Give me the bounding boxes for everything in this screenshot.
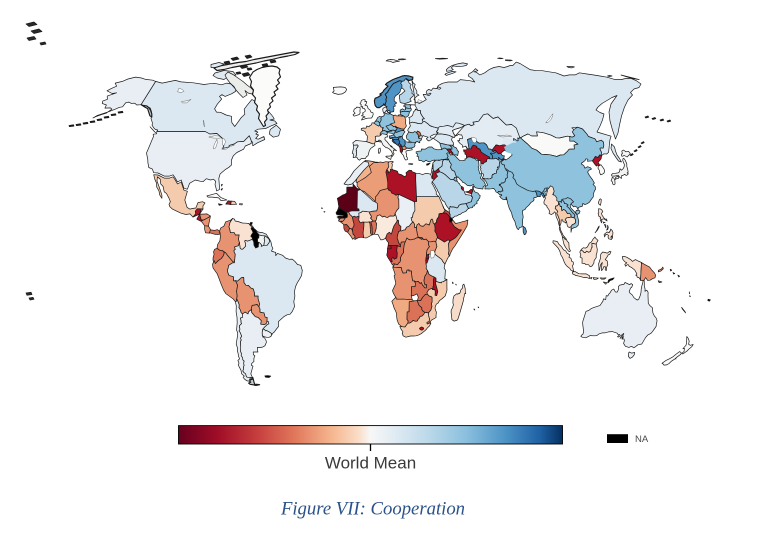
svg-text:NA: NA [635,434,649,445]
svg-text:Figure VII: Cooperation: Figure VII: Cooperation [280,499,465,520]
svg-text:World Mean: World Mean [325,454,416,473]
